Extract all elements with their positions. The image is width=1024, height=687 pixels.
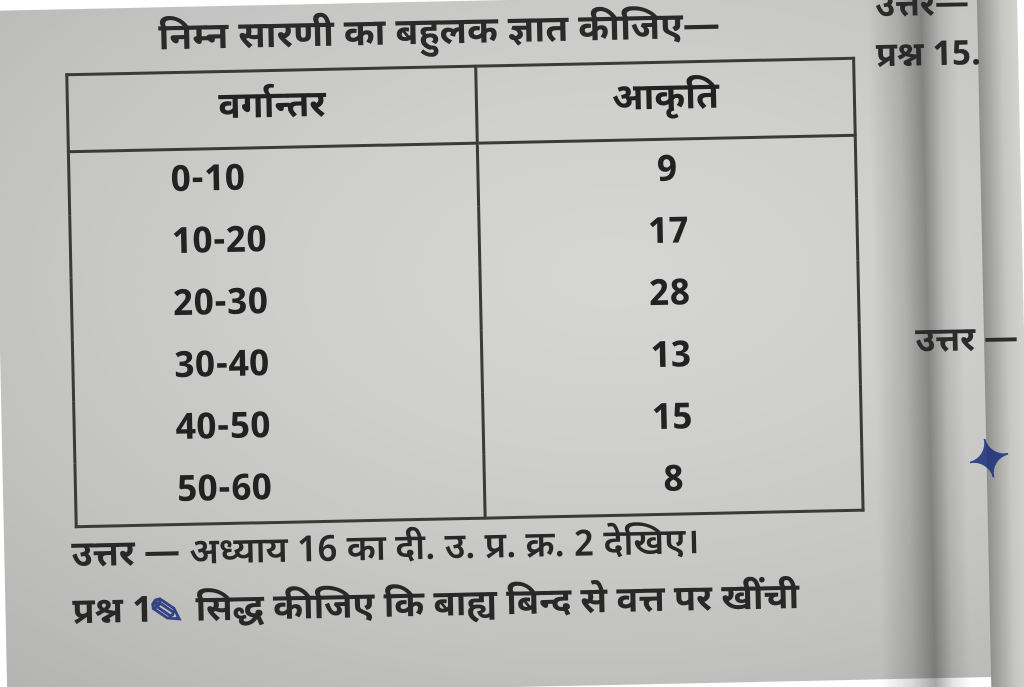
margin-column: उत्तर— प्रश्न 15.: [875, 0, 1007, 80]
textbook-page: निम्न सारणी का बहुलक ज्ञात कीजिए— उत्तर—…: [0, 0, 1024, 687]
pen-doodle-icon: ✦: [962, 426, 1020, 503]
next-question-rest: सिद्ध कीजिए कि बाह्य बिन्द से वत्त पर खी…: [186, 576, 800, 636]
margin-uttar-label: उत्तर—: [875, 0, 1006, 30]
frequency-cell: 9: [478, 135, 857, 206]
next-question-lead: प्रश्न 1: [72, 590, 153, 639]
answer-rest: अध्याय 16 का दी. उ. प्र. क्र. 2 देखिए।: [180, 521, 700, 579]
question-heading: निम्न सारणी का बहुलक ज्ञात कीजिए—: [158, 0, 998, 65]
class-interval-cell: 20-30: [71, 269, 481, 340]
frequency-cell: 8: [484, 447, 863, 518]
class-interval-cell: 10-20: [70, 207, 480, 278]
class-interval-cell: 50-60: [75, 455, 485, 527]
col-header-frequency: आकृति: [476, 58, 855, 143]
frequency-cell: 15: [483, 385, 862, 455]
frequency-cell: 17: [479, 199, 858, 269]
margin-uttar-label-2: उत्तर —: [915, 319, 1019, 365]
frequency-table: वर्गान्तर आकृति 0-10 9 10-20 17 20-30 28…: [65, 57, 864, 528]
frequency-cell: 13: [481, 323, 860, 393]
col-header-class-interval: वर्गान्तर: [67, 66, 478, 152]
answer-lead: उत्तर —: [71, 532, 181, 581]
class-interval-cell: 40-50: [74, 393, 484, 464]
frequency-cell: 28: [480, 261, 859, 331]
next-question-line: प्रश्न 1✎ सिद्ध कीजिए कि बाह्य बिन्द से …: [72, 568, 1010, 641]
class-interval-cell: 0-10: [68, 143, 478, 215]
margin-prashn15-label: प्रश्न 15.: [876, 34, 1007, 81]
class-interval-cell: 30-40: [72, 331, 482, 402]
